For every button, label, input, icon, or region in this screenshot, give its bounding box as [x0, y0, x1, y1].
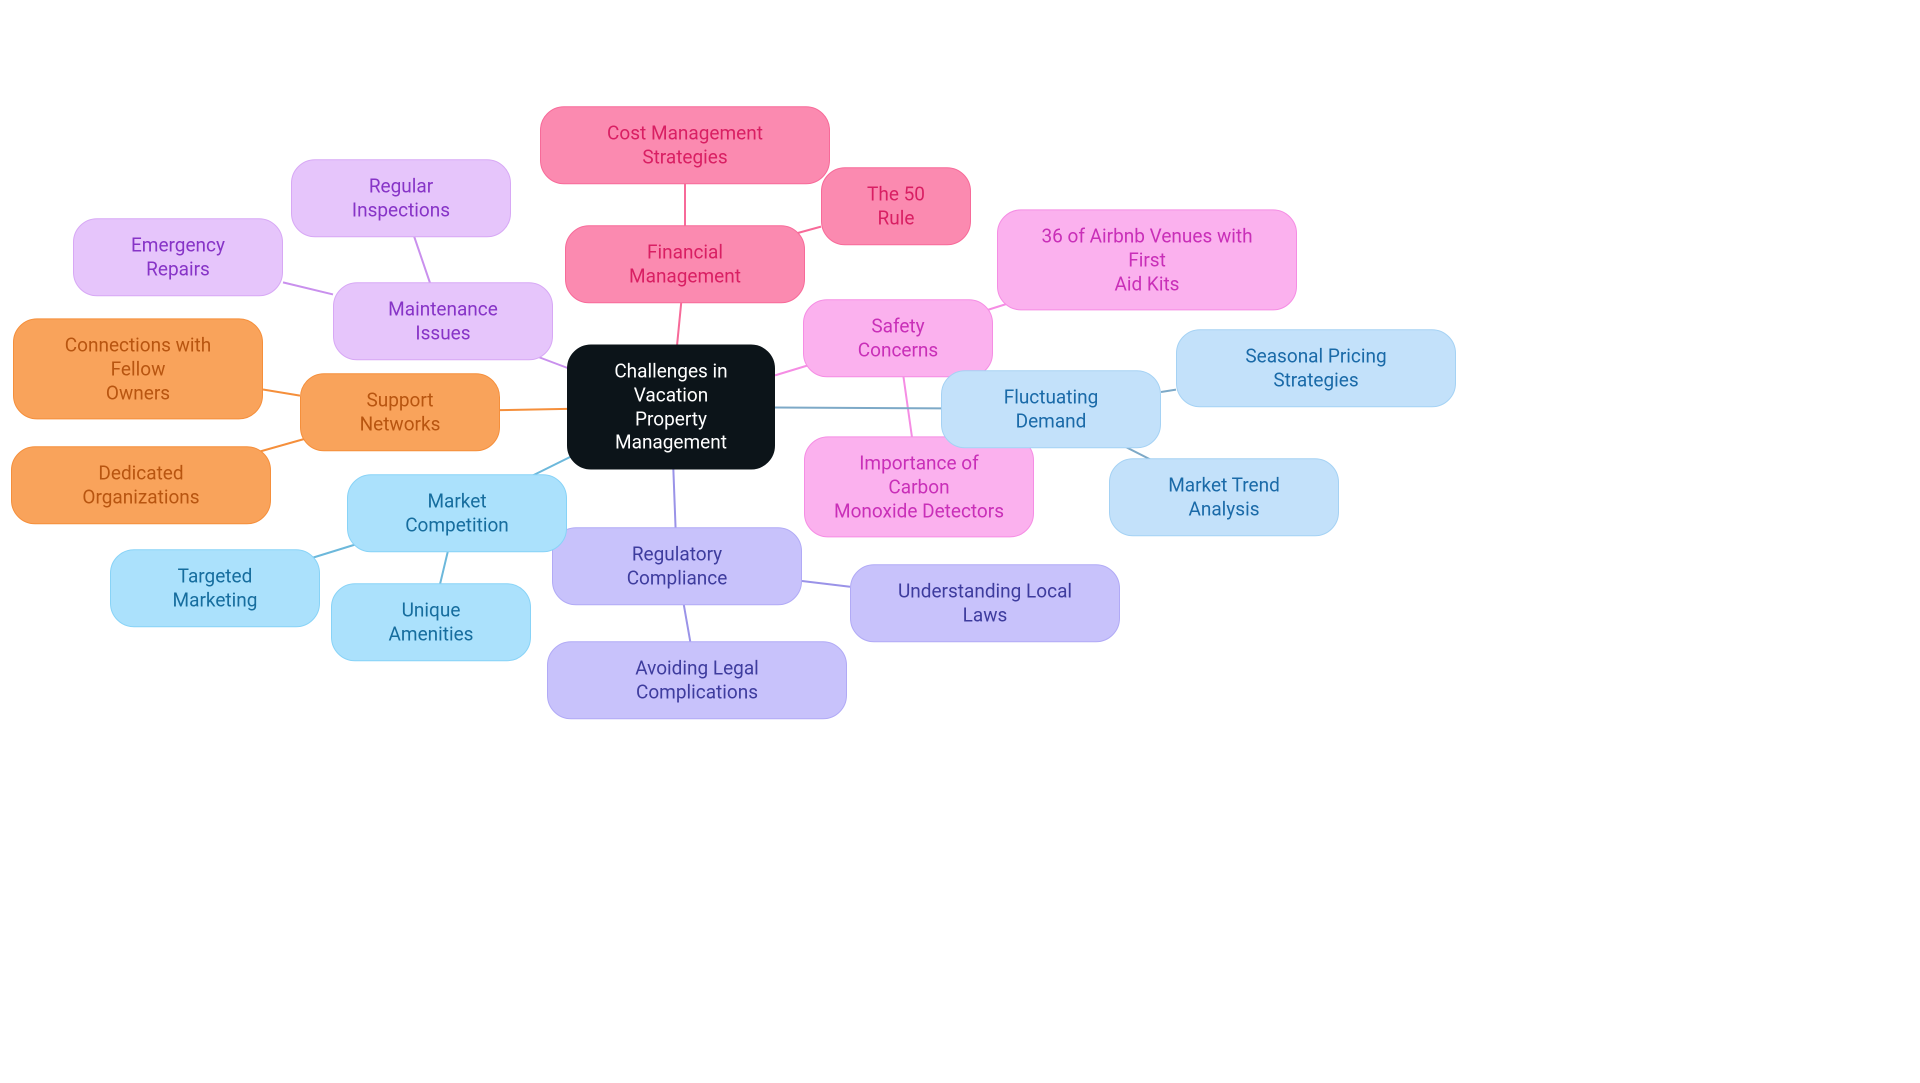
leaf-cost_mgmt: Cost Management Strategies [540, 106, 830, 184]
leaf-seasonal: Seasonal Pricing Strategies [1176, 329, 1456, 407]
edge [1161, 390, 1176, 392]
leaf-repairs-label: Emergency Repairs [102, 233, 254, 281]
leaf-first_aid: 36 of Airbnb Venues with First Aid Kits [997, 209, 1297, 310]
leaf-trend: Market Trend Analysis [1109, 458, 1339, 536]
mindmap-diagram: Challenges in Vacation Property Manageme… [0, 0, 1920, 1083]
edge [775, 408, 941, 409]
leaf-local_laws: Understanding Local Laws [850, 564, 1120, 642]
leaf-fifty_rule: The 50 Rule [821, 167, 971, 245]
branch-maintenance: Maintenance Issues [333, 282, 553, 360]
edge [802, 581, 850, 587]
branch-maintenance-label: Maintenance Issues [362, 297, 524, 345]
leaf-targeted: Targeted Marketing [110, 549, 320, 627]
branch-support-label: Support Networks [329, 388, 471, 436]
branch-financial: Financial Management [565, 225, 805, 303]
leaf-targeted-label: Targeted Marketing [139, 564, 291, 612]
leaf-connections: Connections with Fellow Owners [13, 318, 263, 419]
leaf-seasonal-label: Seasonal Pricing Strategies [1205, 344, 1427, 392]
leaf-cost_mgmt-label: Cost Management Strategies [569, 121, 801, 169]
branch-competition: Market Competition [347, 474, 567, 552]
leaf-dedicated: Dedicated Organizations [11, 446, 271, 524]
branch-regulatory-label: Regulatory Compliance [581, 542, 773, 590]
edge [775, 365, 809, 375]
leaf-trend-label: Market Trend Analysis [1138, 473, 1310, 521]
center-node-label: Challenges in Vacation Property Manageme… [596, 360, 746, 455]
leaf-fifty_rule-label: The 50 Rule [850, 182, 942, 230]
leaf-repairs: Emergency Repairs [73, 218, 283, 296]
leaf-inspections: Regular Inspections [291, 159, 511, 237]
leaf-co_detectors: Importance of Carbon Monoxide Detectors [804, 436, 1034, 537]
edge-layer [0, 0, 1920, 1083]
branch-support: Support Networks [300, 373, 500, 451]
leaf-dedicated-label: Dedicated Organizations [40, 461, 242, 509]
branch-demand: Fluctuating Demand [941, 370, 1161, 448]
branch-safety-label: Safety Concerns [832, 314, 964, 362]
leaf-legal-label: Avoiding Legal Complications [576, 656, 818, 704]
leaf-amenities-label: Unique Amenities [360, 598, 502, 646]
branch-demand-label: Fluctuating Demand [970, 385, 1132, 433]
branch-competition-label: Market Competition [376, 489, 538, 537]
leaf-local_laws-label: Understanding Local Laws [879, 579, 1091, 627]
center-node: Challenges in Vacation Property Manageme… [567, 345, 775, 470]
edge [283, 282, 333, 294]
edge [500, 409, 567, 410]
leaf-inspections-label: Regular Inspections [320, 174, 482, 222]
branch-financial-label: Financial Management [594, 240, 776, 288]
leaf-amenities: Unique Amenities [331, 583, 531, 661]
leaf-co_detectors-label: Importance of Carbon Monoxide Detectors [833, 451, 1005, 522]
leaf-legal: Avoiding Legal Complications [547, 641, 847, 719]
branch-safety: Safety Concerns [803, 299, 993, 377]
leaf-connections-label: Connections with Fellow Owners [42, 333, 234, 404]
edge [263, 390, 300, 396]
branch-regulatory: Regulatory Compliance [552, 527, 802, 605]
leaf-first_aid-label: 36 of Airbnb Venues with First Aid Kits [1026, 224, 1268, 295]
